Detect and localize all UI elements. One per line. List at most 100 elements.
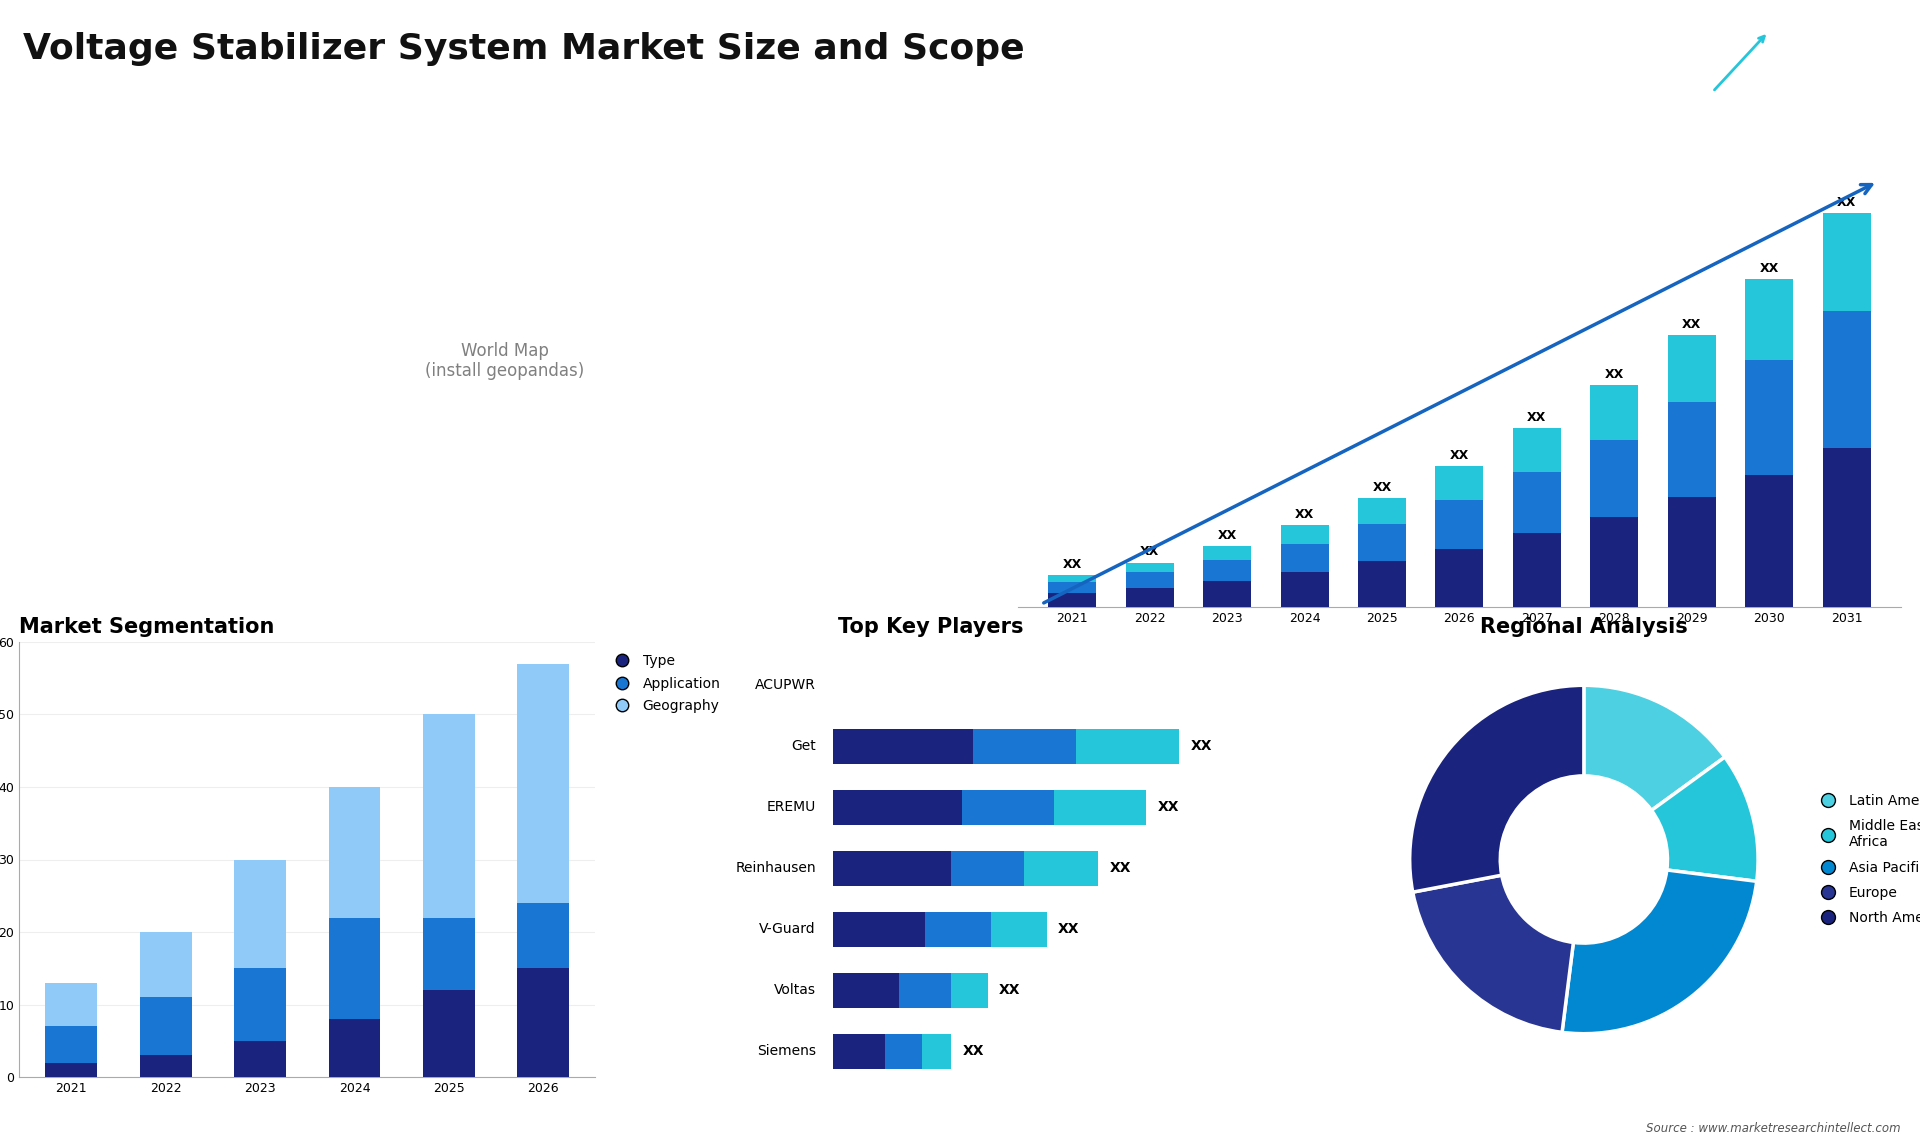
Bar [234, 1041, 286, 1077]
Wedge shape [1409, 685, 1584, 892]
Bar [1822, 448, 1870, 607]
Text: Siemens: Siemens [756, 1044, 816, 1058]
Title: Top Key Players: Top Key Players [839, 618, 1023, 637]
Bar [1048, 582, 1096, 594]
Bar [1281, 544, 1329, 573]
Bar [1048, 594, 1096, 607]
Bar [1590, 385, 1638, 440]
Bar [1204, 560, 1252, 581]
FancyBboxPatch shape [950, 973, 987, 1007]
Bar [422, 714, 474, 918]
Bar [1125, 588, 1173, 607]
Text: XX: XX [1682, 317, 1701, 330]
Wedge shape [1563, 870, 1757, 1034]
Bar [1357, 499, 1405, 524]
Bar [1745, 278, 1793, 360]
Text: Voltage Stabilizer System Market Size and Scope: Voltage Stabilizer System Market Size an… [23, 32, 1025, 66]
FancyBboxPatch shape [973, 729, 1075, 763]
Bar [234, 860, 286, 968]
Bar [1357, 524, 1405, 562]
Bar [328, 787, 380, 918]
Bar [328, 918, 380, 1019]
FancyBboxPatch shape [833, 1034, 885, 1068]
FancyBboxPatch shape [962, 790, 1054, 825]
Bar [1281, 525, 1329, 544]
Text: XX: XX [998, 983, 1021, 997]
Bar [1513, 429, 1561, 472]
Bar [1745, 474, 1793, 607]
Text: XX: XX [1450, 449, 1469, 462]
Bar [328, 1019, 380, 1077]
Text: World Map
(install geopandas): World Map (install geopandas) [424, 342, 584, 380]
Bar [140, 932, 192, 997]
Text: XX: XX [1373, 481, 1392, 494]
Text: XX: XX [1140, 545, 1160, 558]
Wedge shape [1413, 876, 1572, 1033]
Text: XX: XX [1110, 861, 1131, 876]
Text: Voltas: Voltas [774, 983, 816, 997]
Bar [46, 983, 98, 1027]
Bar [1048, 575, 1096, 582]
Bar [46, 1027, 98, 1062]
FancyBboxPatch shape [833, 850, 950, 886]
FancyBboxPatch shape [833, 973, 899, 1007]
Bar [140, 997, 192, 1055]
FancyBboxPatch shape [950, 850, 1025, 886]
Text: XX: XX [1759, 261, 1778, 275]
Text: XX: XX [1062, 558, 1081, 571]
FancyBboxPatch shape [833, 729, 973, 763]
Bar [1513, 533, 1561, 607]
FancyBboxPatch shape [885, 1034, 922, 1068]
Legend: Latin America, Middle East &
Africa, Asia Pacific, Europe, North America: Latin America, Middle East & Africa, Asi… [1809, 788, 1920, 931]
Text: V-Guard: V-Guard [758, 923, 816, 936]
Wedge shape [1584, 685, 1724, 810]
Text: XX: XX [1837, 196, 1857, 209]
Text: Market Segmentation: Market Segmentation [19, 618, 275, 637]
Bar [422, 990, 474, 1077]
Bar [1668, 402, 1716, 497]
Text: XX: XX [1190, 739, 1212, 753]
Bar [1668, 335, 1716, 402]
Bar [1204, 545, 1252, 560]
Title: Regional Analysis: Regional Analysis [1480, 618, 1688, 637]
Text: Source : www.marketresearchintellect.com: Source : www.marketresearchintellect.com [1645, 1122, 1901, 1135]
FancyBboxPatch shape [899, 973, 950, 1007]
Wedge shape [1651, 758, 1759, 881]
Bar [1204, 581, 1252, 607]
Bar [1668, 497, 1716, 607]
FancyBboxPatch shape [991, 912, 1046, 947]
Bar [1436, 466, 1484, 500]
Bar [140, 1055, 192, 1077]
Bar [1590, 440, 1638, 517]
FancyBboxPatch shape [922, 1034, 950, 1068]
Bar [1436, 549, 1484, 607]
Bar [1822, 311, 1870, 448]
Text: XX: XX [1605, 368, 1624, 380]
Bar [1822, 213, 1870, 311]
Text: XX: XX [1526, 411, 1546, 424]
Bar [516, 903, 568, 968]
Bar [516, 664, 568, 903]
Bar [1436, 500, 1484, 549]
Bar [1281, 573, 1329, 607]
Bar [422, 918, 474, 990]
FancyBboxPatch shape [833, 790, 962, 825]
Text: XX: XX [1058, 923, 1079, 936]
Text: EREMU: EREMU [766, 800, 816, 815]
Text: XX: XX [1158, 800, 1179, 815]
FancyBboxPatch shape [1054, 790, 1146, 825]
FancyBboxPatch shape [833, 912, 925, 947]
Text: XX: XX [1294, 508, 1313, 520]
Bar [516, 968, 568, 1077]
Bar [234, 968, 286, 1041]
Text: XX: XX [1217, 528, 1236, 542]
Legend: Type, Application, Geography: Type, Application, Geography [603, 649, 726, 719]
FancyBboxPatch shape [1025, 850, 1098, 886]
Bar [46, 1062, 98, 1077]
Text: XX: XX [962, 1044, 983, 1058]
Text: Reinhausen: Reinhausen [735, 861, 816, 876]
FancyBboxPatch shape [925, 912, 991, 947]
Text: Get: Get [791, 739, 816, 753]
Bar [1125, 573, 1173, 588]
Text: ACUPWR: ACUPWR [755, 678, 816, 692]
